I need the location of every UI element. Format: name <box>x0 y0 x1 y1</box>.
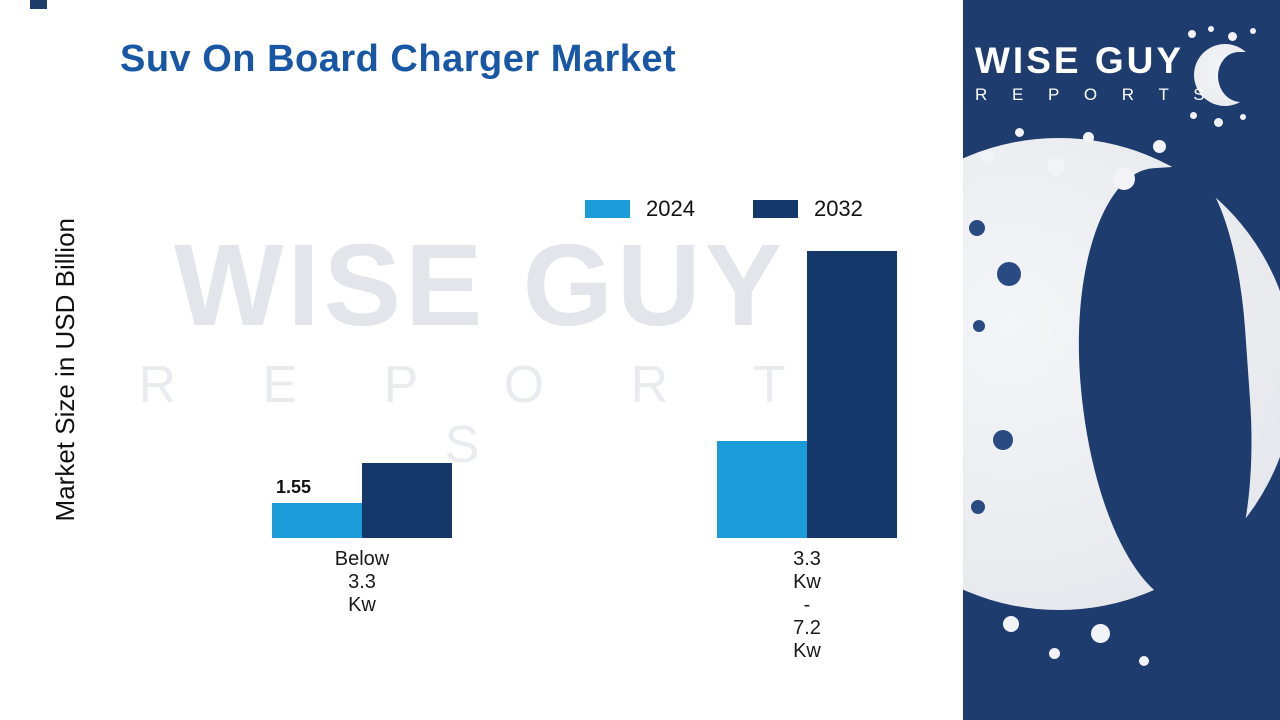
legend-label-2024: 2024 <box>646 196 695 221</box>
decorative-dot <box>1049 648 1060 659</box>
bar-2024-category-0 <box>272 503 362 538</box>
decorative-dot <box>1208 26 1214 32</box>
category-axis-label: Below 3.3 Kw <box>334 548 390 616</box>
decorative-dot <box>1113 168 1135 190</box>
decorative-dot <box>1240 114 1246 120</box>
decorative-dot <box>973 320 985 332</box>
legend-item-2032: 2032 <box>752 196 863 222</box>
brand-logo: WISE GUY R E P O R T S <box>975 42 1215 105</box>
decorative-dot <box>993 430 1013 450</box>
decorative-dot <box>1250 28 1256 34</box>
decorative-corner-mark <box>30 0 47 9</box>
decorative-dot <box>1190 112 1197 119</box>
chart-legend: 2024 2032 <box>585 196 863 222</box>
decorative-dot <box>1003 616 1019 632</box>
logo-head-face <box>1218 52 1258 102</box>
decorative-dot <box>1015 128 1024 137</box>
decorative-dot <box>997 262 1021 286</box>
watermark-brand-name: WISE GUY <box>173 220 787 350</box>
decorative-dot <box>981 150 995 164</box>
watermark: WISE GUY R E P O R T S <box>110 220 850 475</box>
legend-label-2032: 2032 <box>813 196 863 221</box>
bar-2032-category-1 <box>807 251 897 538</box>
brand-logo-sub: R E P O R T S <box>975 85 1215 104</box>
legend-swatch-2024 <box>585 200 630 218</box>
decorative-dot <box>1228 32 1237 41</box>
decorative-dot <box>969 220 985 236</box>
bar-2024-category-1 <box>717 441 807 538</box>
bar-value-label: 1.55 <box>276 477 312 497</box>
decorative-dot <box>1214 118 1223 127</box>
legend-swatch-2032 <box>752 200 798 218</box>
brand-logo-head-icon <box>1188 26 1266 127</box>
decorative-dot <box>1188 30 1196 38</box>
page-title: Suv On Board Charger Market <box>120 38 677 80</box>
decorative-dot <box>1083 132 1094 143</box>
decorative-dot <box>1091 624 1110 643</box>
decorative-dot <box>1047 158 1065 176</box>
decorative-dot <box>1153 140 1166 153</box>
decorative-dot <box>1139 656 1149 666</box>
legend-item-2024: 2024 <box>585 196 695 222</box>
bar-2032-category-0 <box>362 463 452 538</box>
decorative-dot <box>971 500 985 514</box>
brand-panel <box>963 0 1280 720</box>
category-axis-label: 3.3 Kw - 7.2 Kw <box>793 548 821 662</box>
brand-logo-name: WISE GUY <box>975 40 1185 81</box>
bar-chart-plot-area: 1.55 Below 3.3 Kw 3.3 Kw - 7.2 Kw <box>272 251 897 662</box>
